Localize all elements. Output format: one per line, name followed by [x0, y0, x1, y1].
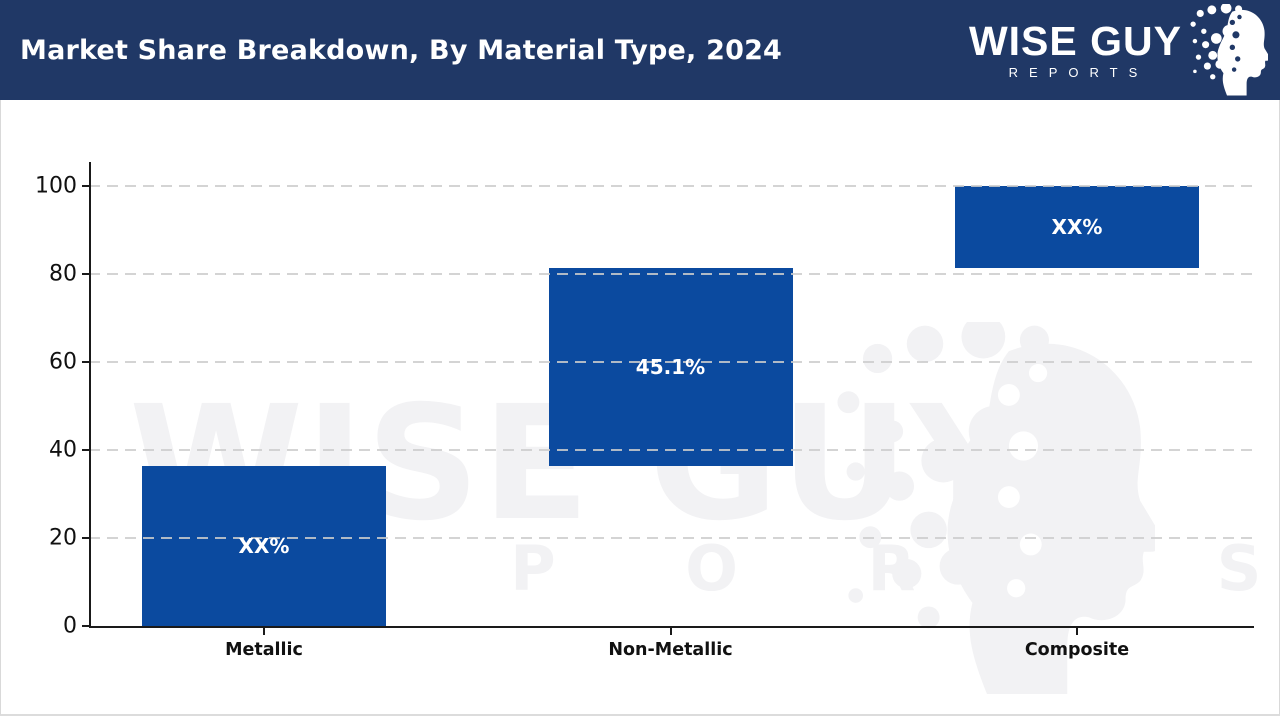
- header-bar: Market Share Breakdown, By Material Type…: [0, 0, 1280, 100]
- x-tick-mark-non-metallic: [669, 628, 672, 635]
- y-tick-mark-40: [82, 449, 89, 451]
- y-tick-label-60: 60: [49, 349, 77, 375]
- bar-value-label-metallic: XX%: [238, 534, 290, 559]
- bar-metallic: [142, 466, 386, 626]
- x-tick-label-metallic: Metallic: [225, 640, 303, 660]
- x-tick-label-composite: Composite: [1024, 640, 1130, 660]
- gridline-y-60: [89, 361, 1254, 363]
- chart-card: WISE GUY R E P O R T S 0 20 40 60 80 100 XX% 45…: [0, 100, 1280, 716]
- bar-non-metallic: [548, 267, 793, 467]
- wise-guy-reports-logo: WISE GUY REPORTS: [969, 4, 1280, 96]
- page-title: Market Share Breakdown, By Material Type…: [20, 34, 783, 66]
- bar-composite: [955, 186, 1199, 268]
- logo-brand-name: WISE GUY: [968, 17, 1182, 64]
- logo-wordmark: WISE GUY REPORTS: [968, 17, 1182, 80]
- gridline-y-80: [89, 273, 1254, 275]
- y-tick-label-100: 100: [35, 173, 77, 199]
- x-tick-label-non-metallic: Non-Metallic: [608, 640, 733, 660]
- y-tick-label-20: 20: [49, 525, 77, 551]
- gridline-y-20: [89, 537, 1254, 539]
- gridline-y-100: [89, 185, 1254, 187]
- y-tick-mark-100: [82, 185, 89, 187]
- y-tick-label-80: 80: [49, 261, 77, 287]
- y-tick-mark-20: [82, 537, 89, 539]
- dotted-head-profile-icon: [1190, 4, 1268, 96]
- watermark-head-profile: [837, 322, 1155, 694]
- x-tick-mark-metallic: [263, 628, 265, 635]
- x-axis-spine: [89, 626, 1254, 628]
- y-tick-mark-80: [82, 273, 89, 275]
- x-tick-mark-composite: [1076, 628, 1078, 635]
- y-tick-label-0: 0: [63, 613, 77, 639]
- y-tick-mark-60: [82, 361, 89, 363]
- gridline-y-40: [89, 449, 1254, 451]
- y-tick-label-40: 40: [49, 437, 77, 463]
- y-tick-mark-0: [82, 625, 89, 627]
- bar-value-label-composite: XX%: [1051, 214, 1103, 239]
- logo-brand-sub: REPORTS: [1008, 64, 1149, 80]
- bar-value-label-non-metallic: 45.1%: [635, 355, 706, 380]
- y-axis-spine: [89, 162, 91, 628]
